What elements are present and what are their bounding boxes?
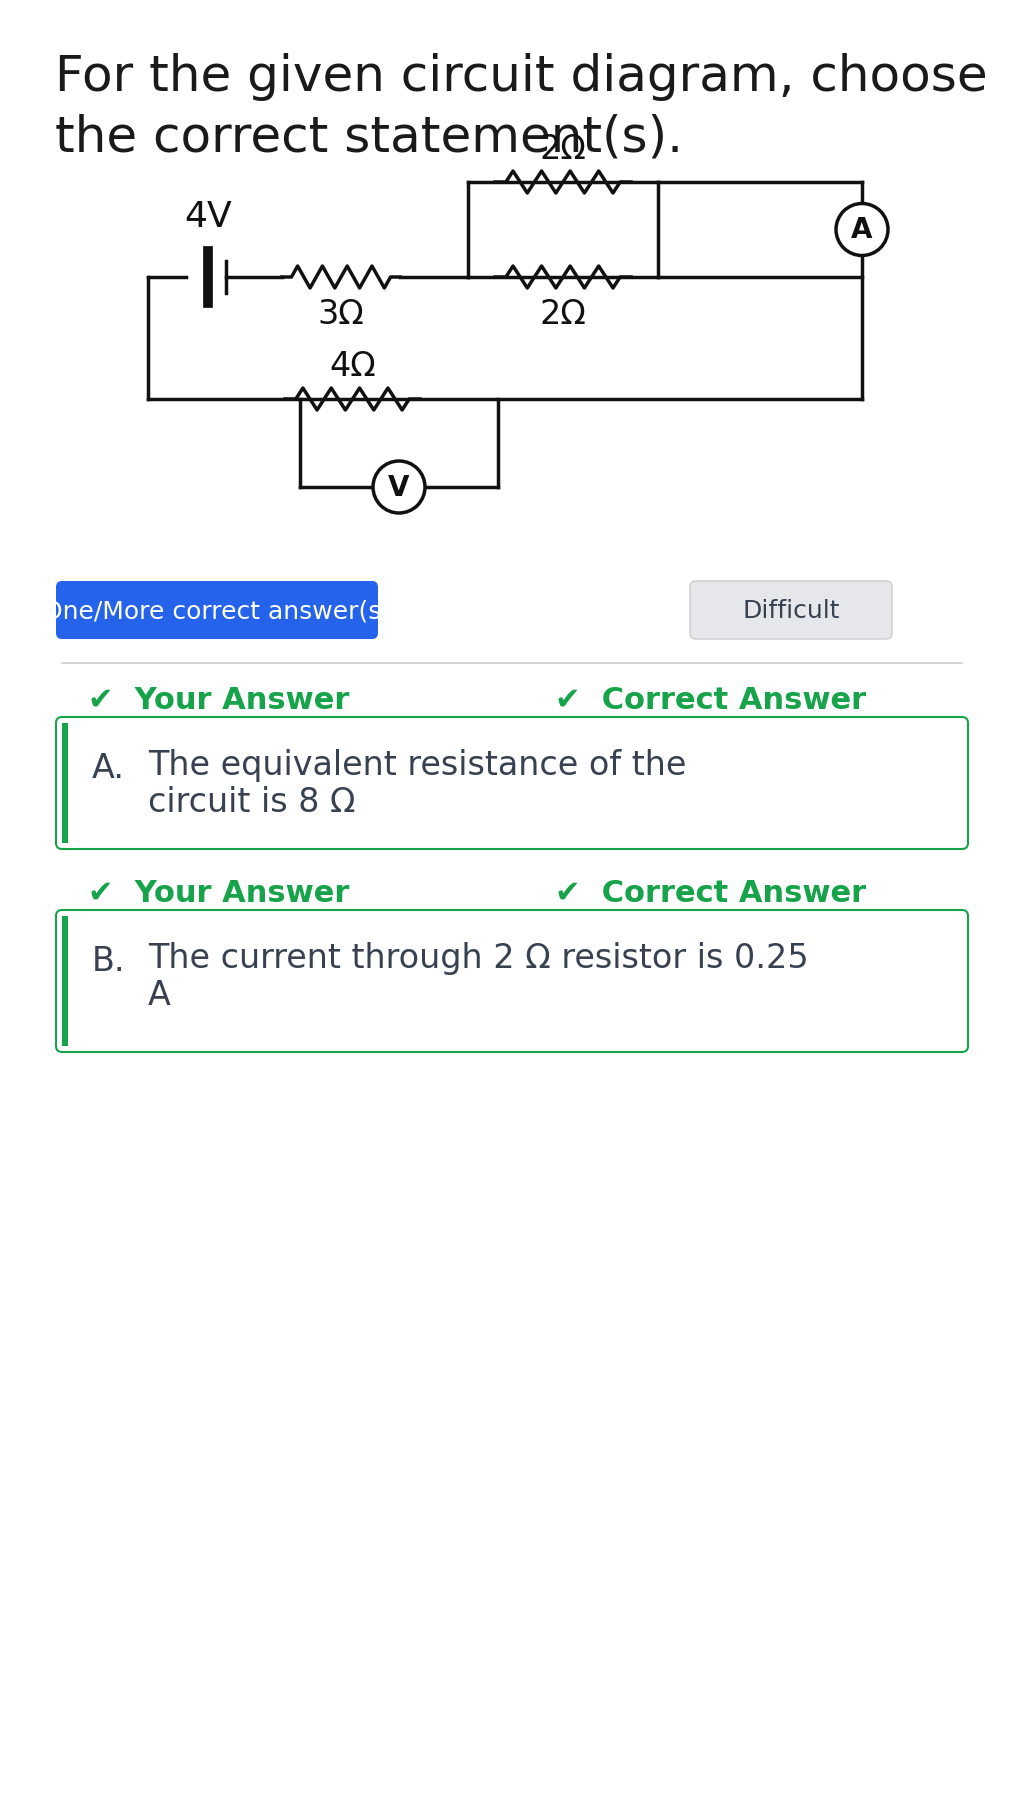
Text: the correct statement(s).: the correct statement(s).	[55, 112, 683, 161]
FancyBboxPatch shape	[56, 717, 968, 849]
Text: V: V	[388, 473, 410, 502]
Text: B.: B.	[92, 945, 126, 978]
FancyBboxPatch shape	[56, 911, 968, 1052]
Text: The equivalent resistance of the: The equivalent resistance of the	[148, 748, 686, 782]
Text: A: A	[851, 217, 872, 244]
Bar	[62, 916, 68, 1046]
Text: Difficult: Difficult	[742, 598, 840, 623]
Text: 2Ω: 2Ω	[540, 134, 587, 166]
Text: For the given circuit diagram, choose: For the given circuit diagram, choose	[55, 52, 987, 101]
Text: 4V: 4V	[184, 201, 231, 233]
Circle shape	[836, 204, 888, 257]
Text: ✔  Correct Answer: ✔ Correct Answer	[555, 878, 866, 907]
Text: ✔  Your Answer: ✔ Your Answer	[88, 685, 349, 714]
Text: One/More correct answer(s): One/More correct answer(s)	[43, 598, 391, 623]
Text: The current through 2 Ω resistor is 0.25: The current through 2 Ω resistor is 0.25	[148, 941, 809, 974]
Circle shape	[373, 463, 425, 513]
Text: ✔  Correct Answer: ✔ Correct Answer	[555, 685, 866, 714]
Text: A: A	[148, 978, 171, 1012]
Bar	[62, 723, 68, 844]
Text: 3Ω: 3Ω	[317, 298, 365, 331]
Text: A.: A.	[92, 752, 125, 784]
Text: circuit is 8 Ω: circuit is 8 Ω	[148, 786, 355, 819]
Text: 4Ω: 4Ω	[329, 351, 376, 383]
FancyBboxPatch shape	[56, 582, 378, 640]
Text: ✔  Your Answer: ✔ Your Answer	[88, 878, 349, 907]
Text: 2Ω: 2Ω	[540, 298, 587, 331]
FancyBboxPatch shape	[690, 582, 892, 640]
